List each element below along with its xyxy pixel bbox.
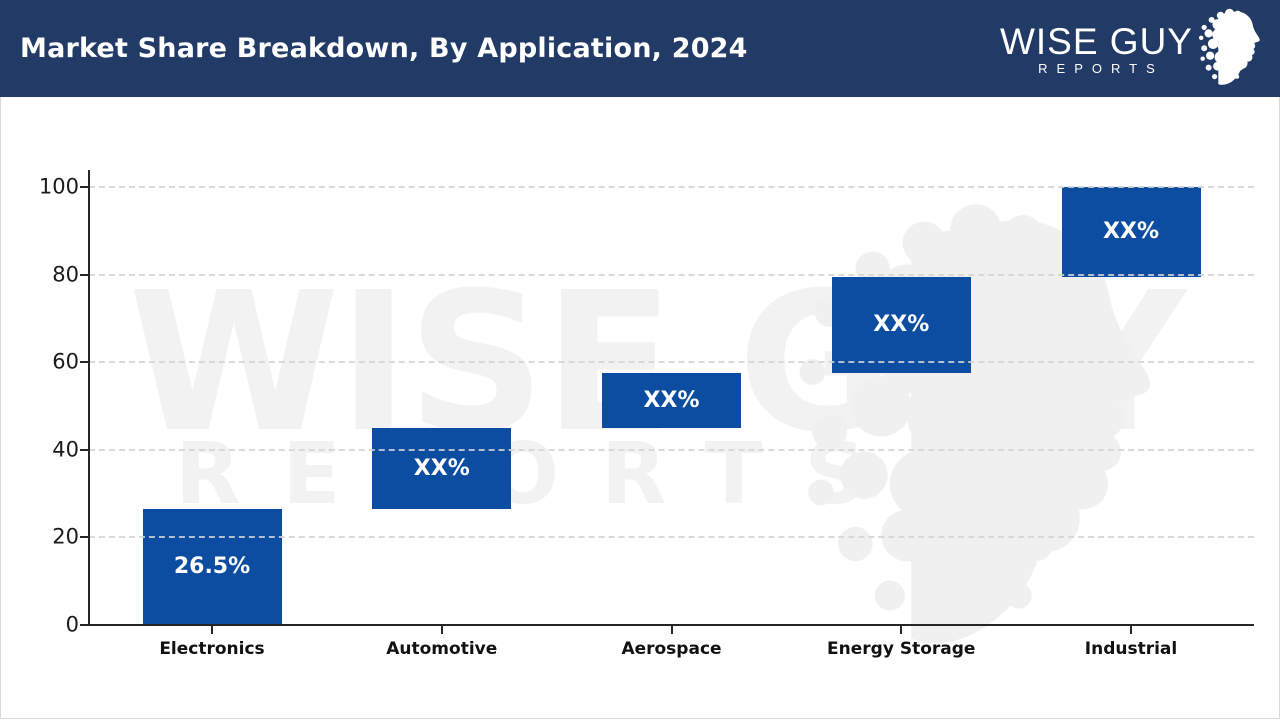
y-tick-label-60: 60 [52, 349, 79, 374]
category-label-energy-storage: Energy Storage [827, 639, 976, 659]
bar-value-label: XX% [873, 312, 930, 338]
y-tick-80 [80, 273, 89, 276]
x-tick-electronics [211, 626, 213, 634]
bar-value-label: XX% [1103, 219, 1159, 245]
y-tick-20 [80, 536, 89, 539]
y-tick-label-0: 0 [65, 612, 79, 637]
category-label-automotive: Automotive [386, 639, 498, 659]
gridline-20 [89, 536, 1254, 539]
logo-head-icon [1198, 8, 1260, 85]
gridline-60 [89, 361, 1254, 364]
x-axis-spine [88, 624, 1254, 626]
y-tick-label-80: 80 [52, 262, 79, 287]
chart-title: Market Share Breakdown, By Application, … [20, 33, 748, 64]
x-tick-aerospace [670, 626, 673, 634]
logo-wordmark: WISE GUY [999, 21, 1193, 63]
bar-electronics: 26.5% [142, 508, 282, 625]
gridline-80 [89, 273, 1254, 276]
y-tick-0 [80, 624, 89, 626]
logo-subtitle: REPORTS [1038, 60, 1164, 76]
logo-text-block: WISE GUY REPORTS [999, 21, 1193, 76]
y-tick-label-20: 20 [52, 524, 79, 549]
bar-aerospace: XX% [602, 373, 741, 428]
category-label-aerospace: Aerospace [621, 639, 722, 659]
y-tick-label-40: 40 [52, 437, 79, 462]
category-label-electronics: Electronics [159, 639, 265, 659]
y-tick-100 [80, 186, 89, 188]
y-tick-60 [80, 361, 89, 364]
bar-value-label: 26.5% [173, 554, 251, 580]
watermark-reports-text: REPORTS [175, 425, 908, 524]
category-label-industrial: Industrial [1084, 639, 1178, 659]
x-tick-industrial [1130, 626, 1132, 634]
y-tick-40 [80, 448, 89, 451]
gridline-100 [89, 186, 1254, 188]
y-tick-label-100: 100 [38, 174, 79, 199]
x-tick-automotive [440, 626, 443, 634]
chart-canvas: 26.5% XX% XX% XX% XX% 0 20 40 60 80 100 Electronics… [0, 97, 1280, 719]
bar-industrial: XX% [1061, 187, 1201, 277]
bar-automotive: XX% [372, 427, 512, 509]
bar-value-label: XX% [643, 388, 700, 414]
brand-logo: WISE GUY REPORTS [1000, 6, 1270, 92]
bar-energy-storage: XX% [831, 276, 971, 374]
bar-value-label: XX% [413, 455, 470, 481]
y-axis-spine [88, 170, 90, 626]
gridline-40 [89, 448, 1254, 451]
header-bar: Market Share Breakdown, By Application, … [0, 0, 1280, 97]
x-tick-energy-storage [900, 626, 903, 634]
